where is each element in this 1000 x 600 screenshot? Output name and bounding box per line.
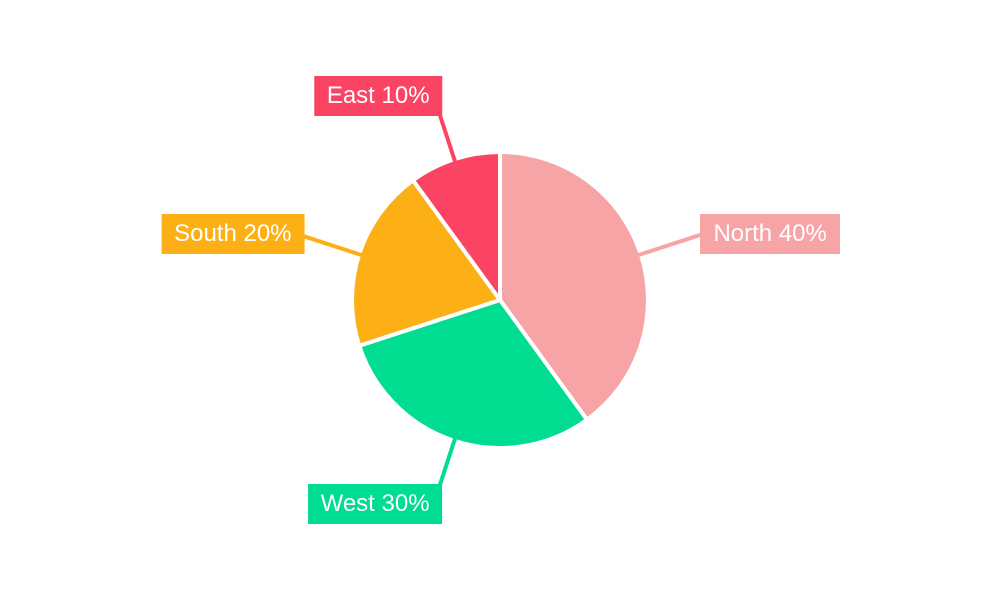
leader-line-south [294,231,364,258]
label-east-text: East 10% [326,81,430,109]
label-north-text: North 40% [713,219,827,247]
label-south-text: South 20% [174,219,292,247]
label-east: East 10% [313,75,443,116]
label-west-text: West 30% [320,490,430,518]
label-north: North 40% [700,213,840,254]
label-south: South 20% [161,213,305,254]
leader-line-north [636,231,706,258]
label-west: West 30% [307,484,443,525]
